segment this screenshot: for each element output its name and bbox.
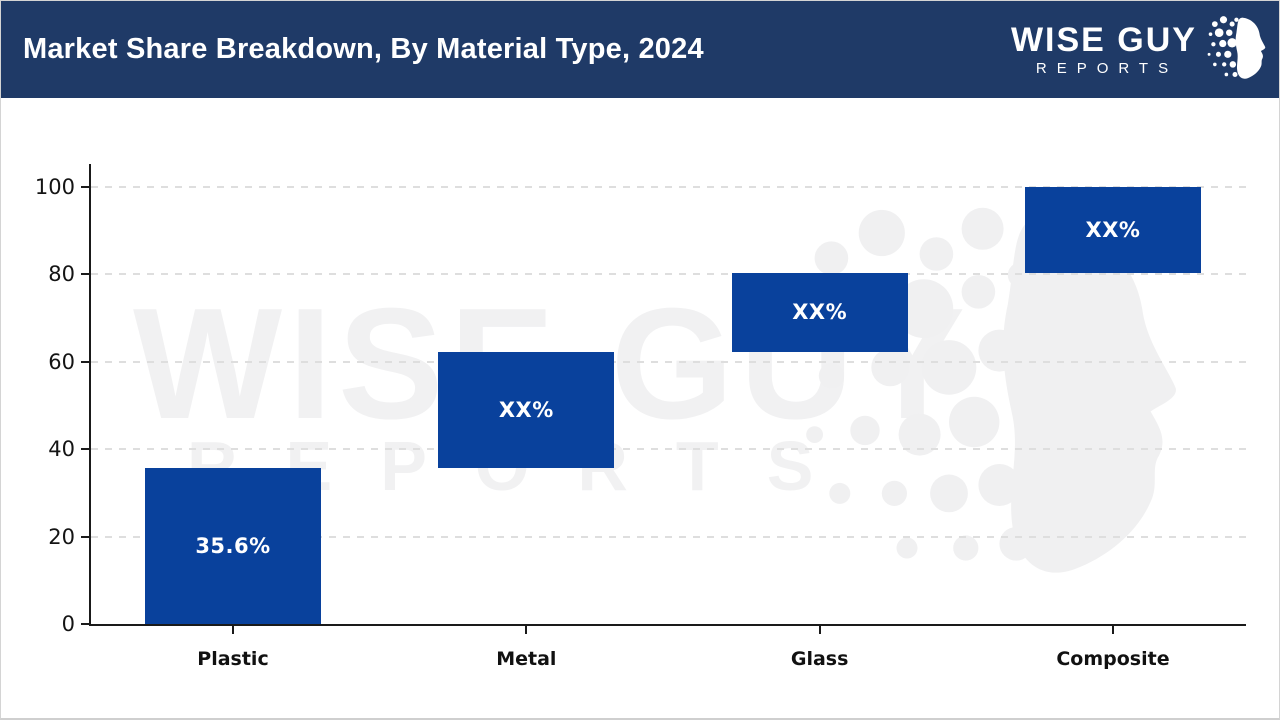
bar-value-label: XX% (498, 398, 554, 423)
bar-composite: XX% (1024, 186, 1201, 273)
y-axis-tick-40 (81, 448, 89, 451)
logo-wordmark: WISE GUY (1010, 20, 1197, 59)
gridline-60 (91, 360, 1246, 363)
x-axis-label-composite: Composite (1056, 648, 1170, 670)
x-axis-label-metal: Metal (496, 648, 557, 670)
logo-face-icon (1207, 16, 1266, 79)
x-axis-tick-metal (525, 626, 528, 634)
plot-area: 0 20 40 60 80 100 35.6% Plastic XX% Metal XX% Glass… (35, 164, 1246, 670)
x-axis-tick-plastic (232, 626, 234, 634)
watermark-face-icon (804, 207, 1176, 573)
y-axis-tick-60 (81, 360, 89, 363)
bar-plastic: 35.6% (145, 468, 321, 624)
bar-glass: XX% (731, 272, 908, 352)
y-axis-label-0: 0 (61, 612, 75, 636)
header-bar: Market Share Breakdown, By Material Type… (1, 1, 1279, 98)
x-axis-label-plastic: Plastic (197, 648, 269, 670)
x-axis-label-glass: Glass (790, 648, 849, 670)
bar-value-label: XX% (792, 300, 848, 325)
logo-text: WISE GUY REPORTS (1010, 20, 1197, 78)
y-axis-label-20: 20 (48, 524, 75, 549)
gridline-40 (91, 448, 1246, 451)
y-axis-label-80: 80 (48, 262, 75, 287)
y-axis-tick-0 (81, 623, 89, 625)
x-axis-tick-glass (818, 626, 821, 634)
bar-value-label: 35.6% (195, 534, 271, 559)
y-axis-tick-20 (81, 535, 89, 538)
bar-value-label: XX% (1085, 217, 1141, 242)
page-title: Market Share Breakdown, By Material Type… (23, 33, 704, 65)
wise-guy-logo: WISE GUY REPORTS (1011, 7, 1271, 93)
y-axis-label-100: 100 (34, 174, 75, 199)
logo-subtitle: REPORTS (1035, 60, 1179, 78)
gridline-80 (91, 273, 1246, 276)
y-axis-tick-100 (81, 185, 89, 188)
y-axis-tick-80 (81, 273, 89, 276)
gridline-20 (91, 535, 1246, 538)
y-axis-label-40: 40 (48, 437, 75, 462)
y-axis-label-60: 60 (48, 349, 75, 374)
x-axis-tick-composite (1111, 626, 1114, 634)
gridline-100 (91, 185, 1246, 188)
bar-metal: XX% (438, 351, 615, 469)
